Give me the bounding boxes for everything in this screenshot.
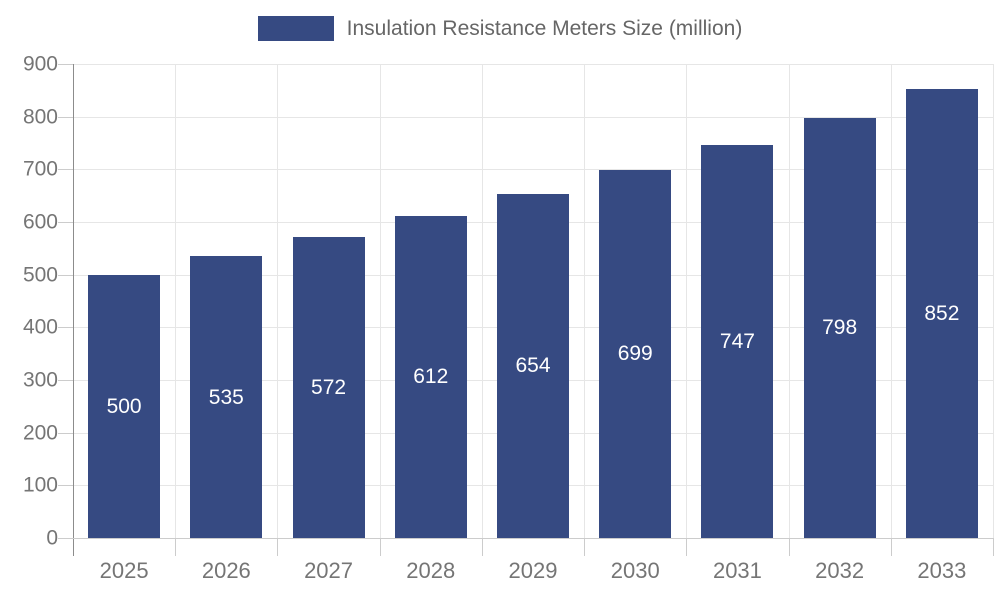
y-axis-tick [58, 169, 73, 171]
x-axis-tick [584, 538, 586, 556]
gridline-horizontal [73, 116, 993, 118]
x-tick-label: 2027 [304, 558, 354, 583]
gridline-vertical [686, 64, 688, 538]
bar-2026: 535 [190, 256, 263, 538]
x-tick-label: 2028 [406, 558, 456, 583]
y-axis-tick [58, 432, 73, 434]
plot-area: 500 535 572 612 654 699 747 798 852 [58, 64, 994, 556]
bar-2031: 747 [701, 144, 774, 538]
x-axis-tick [481, 538, 483, 556]
x-tick-label: 2030 [610, 558, 660, 583]
legend-swatch-icon [257, 16, 334, 41]
y-axis-tick [58, 485, 73, 487]
x-tick-label: 2026 [201, 558, 251, 583]
legend: Insulation Resistance Meters Size (milli… [0, 16, 1000, 41]
bar-value-label: 747 [719, 329, 755, 353]
x-tick-label: 2031 [712, 558, 762, 583]
x-axis-tick [993, 538, 994, 556]
y-axis-tick [58, 327, 73, 329]
x-tick-label: 2029 [508, 558, 558, 583]
gridline-vertical [993, 64, 994, 538]
gridline-horizontal [73, 169, 993, 171]
bar-value-label: 572 [311, 375, 347, 399]
x-tick-label: 2025 [99, 558, 149, 583]
bar-2032: 798 [803, 117, 876, 538]
gridline-vertical [379, 64, 381, 538]
y-tick-label: 0 [46, 526, 58, 550]
y-tick-label: 100 [22, 473, 58, 497]
gridline-vertical [890, 64, 892, 538]
y-tick-label: 700 [22, 157, 58, 181]
bar-2030: 699 [599, 169, 672, 538]
y-tick-label: 800 [22, 105, 58, 129]
bar-2029: 654 [497, 193, 569, 538]
x-axis-tick [686, 538, 688, 556]
y-tick-label: 200 [22, 421, 58, 445]
x-tick-label: 2032 [815, 558, 865, 583]
legend-label: Insulation Resistance Meters Size (milli… [346, 16, 743, 40]
x-axis-tick [277, 538, 279, 556]
gridline-vertical [788, 64, 790, 538]
x-axis-tick [890, 538, 892, 556]
y-axis-tick [58, 64, 73, 65]
bar-value-label: 612 [413, 365, 449, 389]
x-axis-labels: 2025 2026 2027 2028 2029 2030 2031 2032 2033 [73, 558, 993, 590]
bar-2028: 612 [394, 215, 467, 538]
y-axis-tick [58, 380, 73, 381]
y-tick-label: 500 [22, 263, 58, 287]
y-tick-label: 300 [22, 368, 58, 392]
y-tick-label: 900 [22, 52, 58, 76]
x-tick-label: 2033 [917, 558, 967, 583]
gridline-vertical [481, 64, 483, 538]
gridline-vertical [175, 64, 177, 538]
y-axis-line [73, 64, 74, 556]
bar-value-label: 798 [822, 316, 858, 340]
bar-value-label: 500 [106, 394, 142, 418]
bar-2033: 852 [905, 89, 978, 538]
legend-item[interactable]: Insulation Resistance Meters Size (milli… [257, 16, 743, 41]
y-axis-tick [58, 222, 73, 223]
y-axis-tick [58, 116, 73, 118]
x-axis-line [73, 538, 993, 539]
bar-value-label: 852 [924, 302, 960, 326]
gridline-vertical [277, 64, 279, 538]
bar-value-label: 699 [617, 342, 653, 366]
y-axis-tick [58, 538, 73, 539]
x-axis-tick [379, 538, 381, 556]
gridline-vertical [584, 64, 586, 538]
bar-value-label: 535 [208, 385, 244, 409]
x-axis-tick [788, 538, 790, 556]
gridline-horizontal [73, 64, 993, 65]
y-axis-tick [58, 274, 73, 276]
bar-2027: 572 [292, 236, 365, 538]
bar-2025: 500 [88, 274, 161, 538]
x-axis-tick [175, 538, 177, 556]
y-axis-labels: 0 100 200 300 400 500 600 700 800 900 [0, 54, 58, 549]
bar-value-label: 654 [515, 354, 551, 378]
y-tick-label: 600 [22, 210, 58, 234]
y-tick-label: 400 [22, 315, 58, 339]
